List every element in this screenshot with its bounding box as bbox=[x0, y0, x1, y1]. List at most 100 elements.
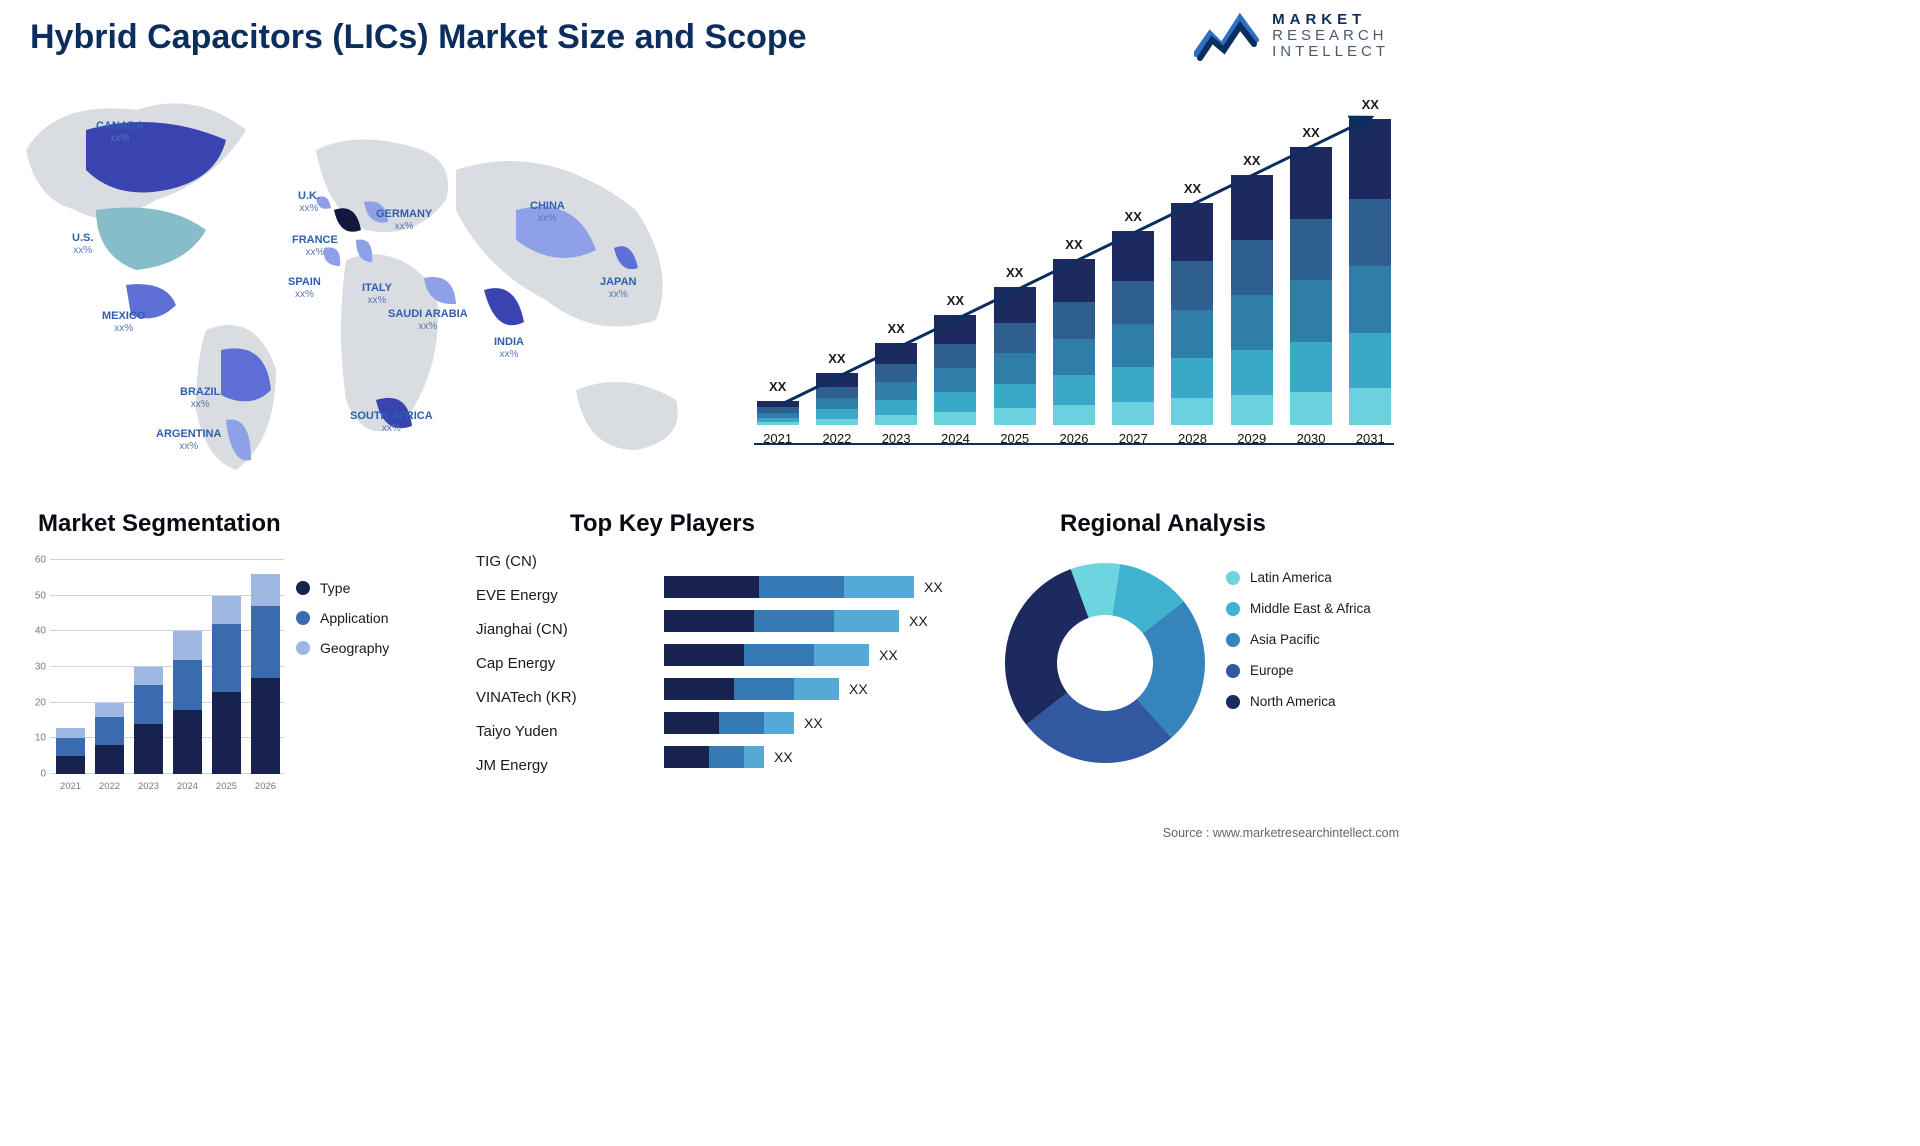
legend-label: Asia Pacific bbox=[1250, 632, 1320, 647]
map-label-canada: CANADAxx% bbox=[96, 120, 144, 144]
legend-label: Middle East & Africa bbox=[1250, 601, 1371, 616]
key-player-name: EVE Energy bbox=[476, 582, 656, 608]
legend-swatch-icon bbox=[296, 611, 310, 625]
seg-legend-item: Geography bbox=[296, 640, 389, 656]
map-label-india: INDIAxx% bbox=[494, 336, 524, 360]
key-player-value: XX bbox=[909, 613, 928, 629]
legend-swatch-icon bbox=[1226, 633, 1240, 647]
seg-legend-item: Application bbox=[296, 610, 389, 626]
map-label-spain: SPAINxx% bbox=[288, 276, 321, 300]
key-players-heading: Top Key Players bbox=[570, 510, 755, 538]
key-player-bar: XX bbox=[664, 712, 954, 734]
legend-label: Application bbox=[320, 610, 389, 626]
growth-bar-value: XX bbox=[1006, 265, 1023, 280]
segmentation-heading: Market Segmentation bbox=[38, 510, 281, 538]
key-player-bar: XX bbox=[664, 576, 954, 598]
key-player-bar: XX bbox=[664, 746, 954, 768]
key-players-bars: XX XX XX XX XX XX bbox=[664, 576, 954, 768]
growth-bar-value: XX bbox=[1065, 237, 1082, 252]
growth-bar-year: 2027 bbox=[1119, 431, 1148, 446]
seg-xlabel: 2021 bbox=[56, 781, 85, 792]
seg-bar-2022 bbox=[95, 703, 124, 774]
map-label-japan: JAPANxx% bbox=[600, 276, 636, 300]
growth-bar-value: XX bbox=[1243, 153, 1260, 168]
logo-text-1: MARKET bbox=[1272, 12, 1389, 28]
growth-bar-year: 2031 bbox=[1356, 431, 1385, 446]
legend-swatch-icon bbox=[1226, 695, 1240, 709]
seg-bar-2025 bbox=[212, 596, 241, 774]
map-label-u-s-: U.S.xx% bbox=[72, 232, 93, 256]
growth-bar-2023: XX2023 bbox=[873, 343, 920, 446]
seg-xlabel: 2025 bbox=[212, 781, 241, 792]
map-label-south-africa: SOUTH AFRICAxx% bbox=[350, 410, 433, 434]
key-player-value: XX bbox=[879, 647, 898, 663]
legend-swatch-icon bbox=[1226, 571, 1240, 585]
segmentation-legend: Type Application Geography bbox=[296, 580, 389, 656]
seg-ytick: 60 bbox=[24, 555, 46, 566]
growth-bar-year: 2026 bbox=[1060, 431, 1089, 446]
key-players-list: TIG (CN)EVE EnergyJianghai (CN)Cap Energ… bbox=[476, 548, 656, 778]
map-label-italy: ITALYxx% bbox=[362, 282, 392, 306]
key-player-bar: XX bbox=[664, 610, 954, 632]
key-player-value: XX bbox=[849, 681, 868, 697]
map-label-china: CHINAxx% bbox=[530, 200, 565, 224]
growth-bar-year: 2025 bbox=[1000, 431, 1029, 446]
legend-swatch-icon bbox=[296, 641, 310, 655]
legend-label: Type bbox=[320, 580, 350, 596]
map-label-u-k-: U.K.xx% bbox=[298, 190, 320, 214]
key-player-value: XX bbox=[804, 715, 823, 731]
growth-bar-2028: XX2028 bbox=[1169, 203, 1216, 446]
legend-label: North America bbox=[1250, 694, 1336, 709]
growth-bar-year: 2021 bbox=[763, 431, 792, 446]
growth-bar-2021: XX2021 bbox=[754, 401, 801, 446]
growth-bar-2030: XX2030 bbox=[1287, 147, 1334, 446]
seg-ytick: 0 bbox=[24, 769, 46, 780]
seg-ytick: 50 bbox=[24, 590, 46, 601]
growth-bar-year: 2028 bbox=[1178, 431, 1207, 446]
key-player-name: Taiyo Yuden bbox=[476, 718, 656, 744]
seg-xlabel: 2026 bbox=[251, 781, 280, 792]
regional-legend-item: Latin America bbox=[1226, 570, 1371, 585]
brand-logo: MARKET RESEARCH INTELLECT bbox=[1194, 10, 1389, 62]
regional-legend-item: North America bbox=[1226, 694, 1371, 709]
key-player-name: JM Energy bbox=[476, 752, 656, 778]
logo-mark-icon bbox=[1194, 10, 1260, 62]
growth-bar-value: XX bbox=[1302, 125, 1319, 140]
seg-bar-2026 bbox=[251, 574, 280, 774]
growth-bar-2026: XX2026 bbox=[1050, 259, 1097, 446]
seg-ytick: 40 bbox=[24, 626, 46, 637]
growth-bar-2024: XX2024 bbox=[932, 315, 979, 446]
regional-heading: Regional Analysis bbox=[1060, 510, 1266, 538]
legend-label: Latin America bbox=[1250, 570, 1332, 585]
seg-ytick: 30 bbox=[24, 662, 46, 673]
growth-bar-value: XX bbox=[947, 293, 964, 308]
logo-text-3: INTELLECT bbox=[1272, 44, 1389, 60]
world-map-panel: CANADAxx%U.S.xx%MEXICOxx%BRAZILxx%ARGENT… bbox=[16, 90, 716, 480]
seg-xlabel: 2022 bbox=[95, 781, 124, 792]
map-label-argentina: ARGENTINAxx% bbox=[156, 428, 221, 452]
segmentation-chart: 202120222023202420252026 0102030405060 bbox=[24, 550, 284, 800]
growth-bar-year: 2030 bbox=[1297, 431, 1326, 446]
legend-swatch-icon bbox=[296, 581, 310, 595]
growth-bar-2025: XX2025 bbox=[991, 287, 1038, 446]
key-player-value: XX bbox=[774, 749, 793, 765]
map-label-france: FRANCExx% bbox=[292, 234, 338, 258]
market-growth-chart: XX2021XX2022XX2023XX2024XX2025XX2026XX20… bbox=[754, 88, 1394, 468]
growth-bar-2022: XX2022 bbox=[813, 373, 860, 446]
growth-bar-value: XX bbox=[1125, 209, 1142, 224]
regional-legend-item: Europe bbox=[1226, 663, 1371, 678]
growth-bar-value: XX bbox=[1362, 97, 1379, 112]
regional-legend-item: Asia Pacific bbox=[1226, 632, 1371, 647]
key-player-bar: XX bbox=[664, 678, 954, 700]
legend-swatch-icon bbox=[1226, 664, 1240, 678]
growth-bar-year: 2024 bbox=[941, 431, 970, 446]
source-credit: Source : www.marketresearchintellect.com bbox=[1163, 826, 1399, 840]
regional-donut-chart bbox=[1000, 558, 1210, 768]
legend-label: Europe bbox=[1250, 663, 1294, 678]
map-label-mexico: MEXICOxx% bbox=[102, 310, 145, 334]
map-label-germany: GERMANYxx% bbox=[376, 208, 432, 232]
page-title: Hybrid Capacitors (LICs) Market Size and… bbox=[30, 18, 807, 57]
growth-bar-value: XX bbox=[828, 351, 845, 366]
growth-bar-value: XX bbox=[769, 379, 786, 394]
key-player-name: Jianghai (CN) bbox=[476, 616, 656, 642]
